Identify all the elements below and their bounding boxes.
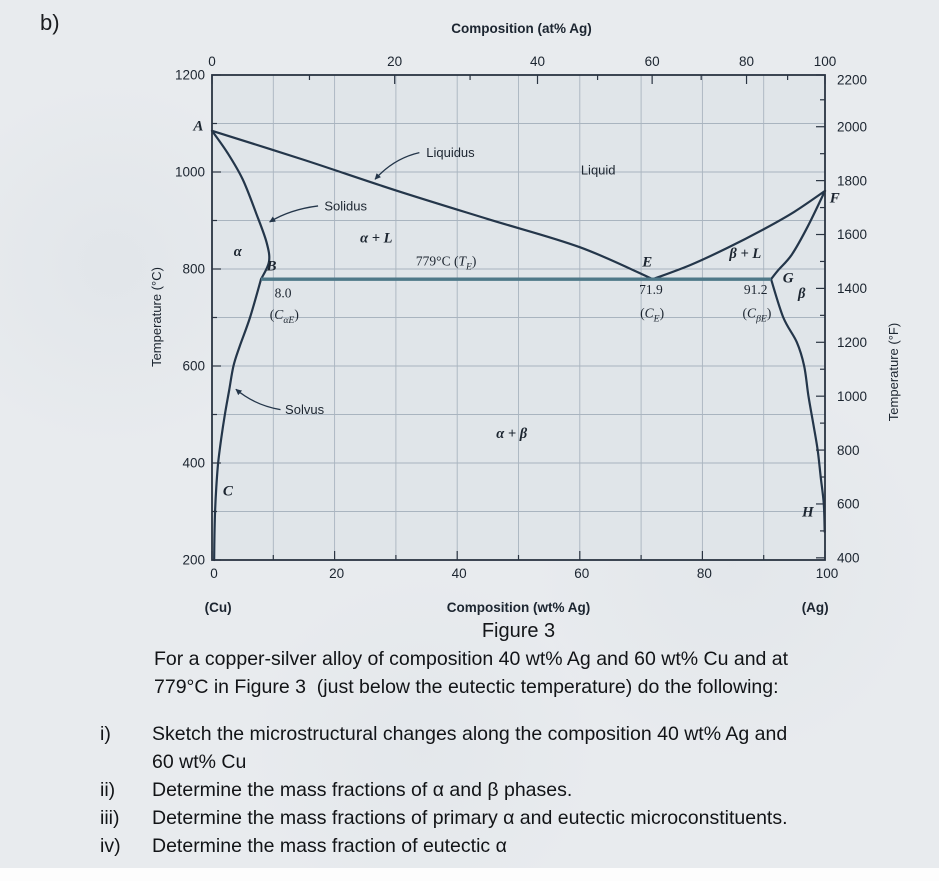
- right-axis-tick-label: 1000: [837, 389, 867, 404]
- right-axis-tick-label: 800: [837, 443, 860, 458]
- curve-ag-solidus: [769, 189, 827, 281]
- callout-arrow: [269, 205, 319, 223]
- bottom-axis-tick-label: 80: [697, 566, 712, 581]
- question-intro-line: For a copper-silver alloy of composition…: [154, 648, 789, 670]
- bottom-axis-title: Composition (wt% Ag): [447, 600, 590, 615]
- point-label-A: A: [192, 118, 203, 134]
- callout-arrow: [235, 388, 281, 411]
- right-axis-tick-label: 2200: [837, 73, 867, 88]
- bottom-axis-tick-label: 20: [329, 566, 344, 581]
- question-list: i) Sketch the microstructural changes alo…: [92, 720, 922, 860]
- question-item-number: i): [100, 723, 111, 745]
- question-part-label: b): [40, 10, 60, 35]
- curve-cu-solvus: [213, 278, 263, 562]
- right-axis-tick-label: 1400: [837, 281, 867, 296]
- left-axis-tick-label: 200: [182, 553, 205, 568]
- right-axis-tick-label: 1600: [837, 227, 867, 242]
- curve-cu-liquidus: [210, 129, 654, 281]
- top-axis-tick-label: 60: [645, 54, 660, 69]
- question-intro-line: 779°C in Figure 3 (just below the eutect…: [154, 676, 779, 698]
- question-item-text: Sketch the microstructural changes along…: [152, 723, 788, 773]
- point-label-H: H: [801, 504, 815, 520]
- callout-label-solidus: Solidus: [324, 199, 367, 214]
- right-axis-title: Temperature (°F): [886, 323, 901, 421]
- question-item: i) Sketch the microstructural changes alo…: [92, 720, 922, 776]
- value-label: (CαE): [270, 307, 299, 326]
- value-label: 71.9: [639, 282, 663, 297]
- right-axis-tick-label: 600: [837, 497, 860, 512]
- top-axis-tick-label: 80: [739, 54, 754, 69]
- top-axis-tick-label: 40: [530, 54, 545, 69]
- left-axis-title: Temperature (°C): [149, 267, 164, 367]
- value-label: (CβE): [743, 306, 772, 325]
- right-axis-tick-label: 1800: [837, 173, 867, 188]
- top-axis-tick-label: 100: [814, 54, 837, 69]
- curve-ag-liquidus: [651, 189, 827, 281]
- point-label-E: E: [641, 255, 652, 271]
- phase-diagram-figure: 0 20 40 60 80 1000 20 40 60 80 1002004006008001000…: [149, 21, 901, 615]
- question-intro: For a copper-silver alloy of composition…: [154, 645, 914, 701]
- region-label: Liquid: [581, 162, 616, 177]
- region-label: α + β: [496, 426, 528, 442]
- point-label-G: G: [783, 271, 794, 287]
- curve-ag-solvus: [769, 278, 826, 533]
- region-label: β: [797, 286, 806, 302]
- right-axis-tick-label: 400: [837, 551, 860, 566]
- point-label-F: F: [829, 191, 840, 207]
- top-axis-title: Composition (at% Ag): [451, 21, 591, 36]
- callout-label-solvus: Solvus: [285, 402, 325, 417]
- region-label: β + L: [728, 246, 761, 262]
- question-item-text: Determine the mass fractions of α and β …: [152, 779, 573, 801]
- value-label: 779°C (TE): [416, 254, 476, 273]
- question-item: iii) Determine the mass fractions of prim…: [92, 804, 922, 832]
- point-label-C: C: [223, 483, 234, 499]
- left-axis-tick-label: 1200: [175, 68, 205, 83]
- value-label: (CE): [640, 306, 664, 325]
- callout-arrow: [374, 151, 420, 180]
- bottom-axis-tick-label: 40: [452, 566, 467, 581]
- bottom-axis-tick-label: 60: [574, 566, 589, 581]
- top-axis-tick-label: 0: [208, 54, 216, 69]
- question-item: iv) Determine the mass fraction of eutect…: [92, 832, 922, 860]
- question-item-text: Determine the mass fraction of eutectic …: [152, 835, 507, 857]
- left-axis-tick-label: 1000: [175, 165, 205, 180]
- left-axis-tick-label: 600: [182, 359, 205, 374]
- region-label: α: [234, 244, 243, 260]
- question-item: ii) Determine the mass fractions of α and…: [92, 776, 922, 804]
- bottom-axis-tick-label: 0: [210, 566, 218, 581]
- left-axis-tick-label: 400: [182, 456, 205, 471]
- right-axis-tick-label: 1200: [837, 335, 867, 350]
- region-label: α + L: [360, 230, 393, 246]
- value-label: 91.2: [744, 282, 768, 297]
- right-axis-tick-label: 2000: [837, 119, 867, 134]
- callout-label-liquidus: Liquidus: [426, 145, 475, 160]
- question-item-number: iv): [100, 835, 121, 857]
- bottom-axis-tick-label: 100: [816, 566, 839, 581]
- question-item-number: iii): [100, 807, 120, 829]
- left-axis-tick-label: 800: [182, 262, 205, 277]
- point-label-B: B: [265, 258, 276, 274]
- figure-caption: Figure 3: [481, 620, 556, 642]
- question-item-number: ii): [100, 779, 116, 801]
- curve-cu-solidus: [210, 129, 271, 281]
- question-item-text: Determine the mass fractions of primary …: [152, 807, 788, 829]
- bottom-axis-cu-label: (Cu): [205, 600, 232, 615]
- bottom-axis-ag-label: (Ag): [802, 600, 829, 615]
- page-bottom-margin: [0, 868, 939, 881]
- top-axis-tick-label: 20: [387, 54, 402, 69]
- value-label: 8.0: [275, 286, 292, 301]
